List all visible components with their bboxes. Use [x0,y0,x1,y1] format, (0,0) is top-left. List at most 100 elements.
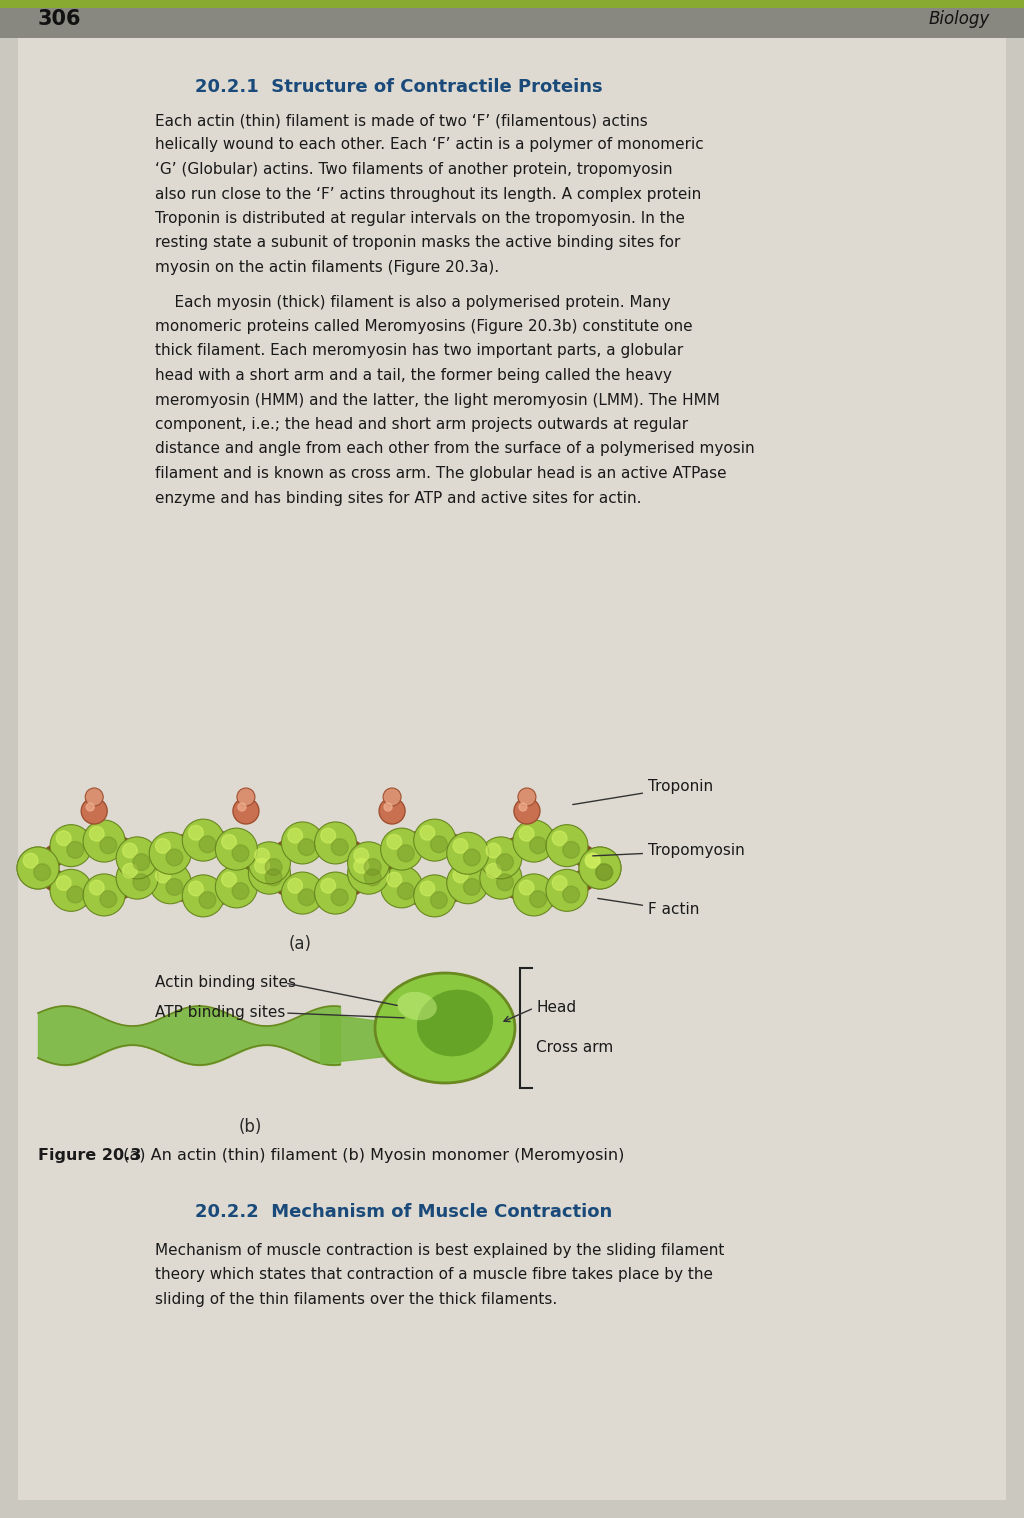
Circle shape [552,830,567,846]
Circle shape [123,864,137,877]
Circle shape [116,836,158,879]
Circle shape [150,832,191,874]
Circle shape [387,835,401,849]
Text: Each actin (thin) filament is made of two ‘F’ (filamentous) actins: Each actin (thin) filament is made of tw… [155,112,648,128]
Circle shape [314,821,356,864]
Circle shape [215,829,257,870]
Circle shape [347,852,389,894]
Circle shape [464,879,480,896]
Circle shape [89,826,104,841]
Text: 20.2.1  Structure of Contractile Proteins: 20.2.1 Structure of Contractile Proteins [195,77,603,96]
Circle shape [116,858,158,899]
Circle shape [314,871,356,914]
Circle shape [446,832,488,874]
Circle shape [354,859,369,873]
Circle shape [365,868,381,885]
Circle shape [17,847,59,890]
Text: component, i.e.; the head and short arm projects outwards at regular: component, i.e.; the head and short arm … [155,417,688,433]
Circle shape [221,873,237,887]
Circle shape [182,820,224,861]
Circle shape [497,853,513,870]
Circle shape [249,842,291,883]
Text: sliding of the thin filaments over the thick filaments.: sliding of the thin filaments over the t… [155,1292,557,1307]
Circle shape [89,880,104,896]
Circle shape [586,853,600,868]
Circle shape [67,841,84,858]
Circle shape [321,879,336,893]
Ellipse shape [397,991,437,1020]
Circle shape [397,882,415,900]
Circle shape [446,862,488,903]
Circle shape [123,842,137,858]
Text: thick filament. Each meromyosin has two important parts, a globular: thick filament. Each meromyosin has two … [155,343,683,358]
Circle shape [255,849,269,862]
Circle shape [188,880,204,896]
Text: also run close to the ‘F’ actins throughout its length. A complex protein: also run close to the ‘F’ actins through… [155,187,701,202]
Text: helically wound to each other. Each ‘F’ actin is a polymer of monomeric: helically wound to each other. Each ‘F’ … [155,138,703,152]
Text: ‘G’ (Globular) actins. Two filaments of another protein, tropomyosin: ‘G’ (Globular) actins. Two filaments of … [155,162,673,178]
Circle shape [238,803,246,811]
Circle shape [83,874,125,915]
Circle shape [579,847,621,890]
Circle shape [497,874,513,891]
Text: filament and is known as cross arm. The globular head is an active ATPase: filament and is known as cross arm. The … [155,466,727,481]
Circle shape [514,798,540,824]
Circle shape [453,838,468,853]
Circle shape [288,829,302,842]
Circle shape [282,871,324,914]
Text: ATP binding sites: ATP binding sites [155,1005,286,1020]
Circle shape [100,836,117,853]
Circle shape [519,826,534,841]
Circle shape [150,862,191,903]
Circle shape [383,788,401,806]
Text: distance and angle from each other from the surface of a polymerised myosin: distance and angle from each other from … [155,442,755,457]
Circle shape [182,874,224,917]
Circle shape [529,836,547,853]
Text: Figure 20.3: Figure 20.3 [38,1148,141,1163]
Circle shape [86,803,94,811]
Ellipse shape [375,973,515,1082]
Circle shape [563,887,580,903]
Circle shape [237,788,255,806]
Circle shape [24,853,38,868]
Circle shape [365,859,381,876]
Circle shape [486,864,501,877]
Circle shape [81,798,108,824]
Circle shape [596,864,612,880]
Text: resting state a subunit of troponin masks the active binding sites for: resting state a subunit of troponin mask… [155,235,680,250]
Circle shape [83,820,125,862]
Circle shape [156,868,170,883]
Circle shape [255,859,269,873]
Circle shape [384,803,392,811]
Circle shape [387,873,401,887]
Circle shape [513,820,555,862]
Text: meromyosin (HMM) and the latter, the light meromyosin (LMM). The HMM: meromyosin (HMM) and the latter, the lig… [155,393,720,407]
Circle shape [480,836,522,879]
Circle shape [464,849,480,865]
Circle shape [67,887,84,903]
Circle shape [354,849,369,862]
Text: Troponin: Troponin [572,780,713,805]
Circle shape [199,836,216,853]
Circle shape [156,838,170,853]
Circle shape [215,865,257,908]
Circle shape [17,847,59,890]
Circle shape [430,836,447,853]
Bar [0,0,1024,8]
Text: (b): (b) [239,1117,262,1135]
Circle shape [579,847,621,890]
Circle shape [199,891,216,908]
Text: Mechanism of muscle contraction is best explained by the sliding filament: Mechanism of muscle contraction is best … [155,1243,724,1258]
Circle shape [430,891,447,908]
Circle shape [282,821,324,864]
Circle shape [381,865,423,908]
Circle shape [420,880,435,896]
Circle shape [288,879,302,893]
Text: monomeric proteins called Meromyosins (Figure 20.3b) constitute one: monomeric proteins called Meromyosins (F… [155,319,692,334]
Circle shape [265,868,282,885]
Circle shape [596,864,612,880]
Circle shape [321,829,336,842]
Text: theory which states that contraction of a muscle fibre takes place by the: theory which states that contraction of … [155,1268,713,1283]
Circle shape [100,891,117,908]
Circle shape [332,839,348,856]
